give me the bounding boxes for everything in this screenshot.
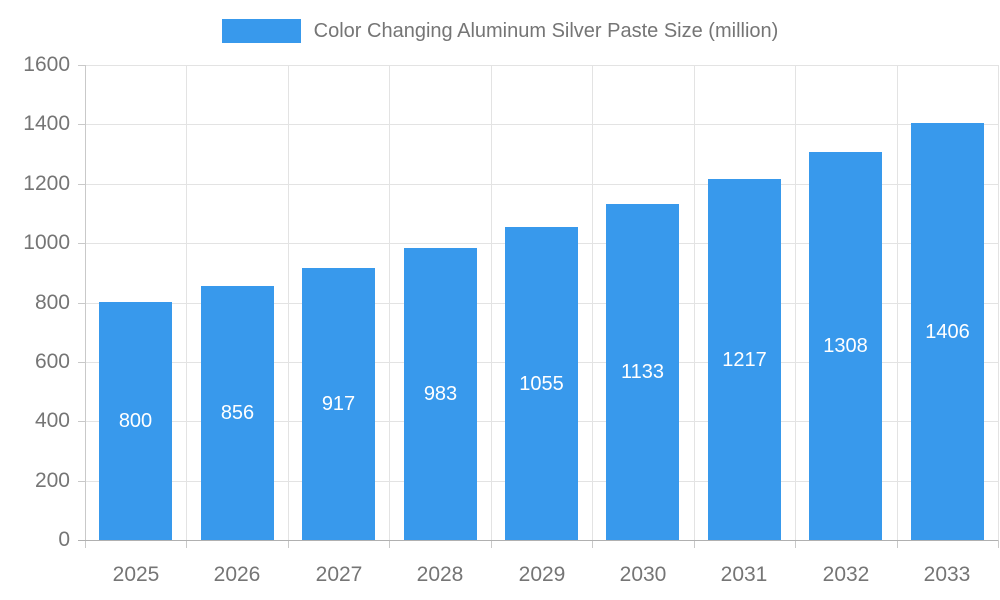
- x-axis-label: 2025: [112, 563, 160, 586]
- x-axis-label: 2033: [923, 563, 971, 586]
- v-gridline: [592, 65, 593, 540]
- v-gridline: [389, 65, 390, 540]
- v-gridline: [897, 65, 898, 540]
- bar: [606, 204, 679, 540]
- bar-value-label: 800: [118, 410, 153, 432]
- y-axis-tick: [78, 481, 85, 482]
- legend-label: Color Changing Aluminum Silver Paste Siz…: [313, 19, 779, 42]
- y-axis-tick: [78, 184, 85, 185]
- x-axis-label: 2030: [619, 563, 667, 586]
- bar: [708, 179, 781, 540]
- v-gridline: [288, 65, 289, 540]
- x-axis-line: [78, 540, 998, 541]
- x-axis-tick: [288, 540, 289, 548]
- v-gridline: [795, 65, 796, 540]
- y-axis-tick: [78, 421, 85, 422]
- bar-value-label: 856: [220, 402, 255, 424]
- x-axis-tick: [592, 540, 593, 548]
- x-axis-tick: [897, 540, 898, 548]
- x-axis-label: 2031: [720, 563, 768, 586]
- y-axis-label: 1200: [23, 172, 70, 195]
- bar: [809, 152, 882, 540]
- x-axis-tick: [389, 540, 390, 548]
- y-axis-line: [85, 65, 86, 548]
- y-axis-label: 200: [34, 469, 70, 492]
- y-axis-label: 400: [34, 409, 70, 432]
- h-gridline: [85, 184, 998, 185]
- v-gridline: [186, 65, 187, 540]
- bar-value-label: 1217: [722, 349, 767, 371]
- y-axis-label: 1600: [23, 53, 70, 76]
- bar: [302, 268, 375, 540]
- x-axis-tick: [186, 540, 187, 548]
- y-axis-tick: [78, 243, 85, 244]
- y-axis-tick: [78, 362, 85, 363]
- bar: [911, 123, 984, 540]
- y-axis-label: 800: [34, 291, 70, 314]
- y-axis-tick: [78, 65, 85, 66]
- bar-value-label: 1308: [823, 335, 868, 357]
- x-axis-tick: [998, 540, 999, 548]
- x-axis-tick: [694, 540, 695, 548]
- legend-swatch: [221, 19, 301, 43]
- bar-value-label: 1133: [620, 361, 664, 383]
- bar: [505, 227, 578, 540]
- h-gridline: [85, 124, 998, 125]
- bar-value-label: 917: [321, 393, 356, 415]
- bar: [99, 302, 172, 540]
- y-axis-tick: [78, 303, 85, 304]
- chart-legend: Color Changing Aluminum Silver Paste Siz…: [0, 14, 1000, 48]
- x-axis-tick: [795, 540, 796, 548]
- x-axis-label: 2029: [518, 563, 566, 586]
- v-gridline: [694, 65, 695, 540]
- bar-value-label: 983: [423, 383, 458, 405]
- v-gridline: [491, 65, 492, 540]
- x-axis-label: 2028: [416, 563, 464, 586]
- y-axis-label: 0: [58, 528, 70, 551]
- bar: [404, 248, 477, 540]
- y-axis-label: 600: [34, 350, 70, 373]
- x-axis-label: 2032: [822, 563, 870, 586]
- y-axis-label: 1000: [23, 231, 70, 254]
- y-axis-label: 1400: [23, 112, 70, 135]
- x-axis-label: 2026: [213, 563, 261, 586]
- bar: [201, 286, 274, 540]
- v-gridline: [998, 65, 999, 540]
- y-axis-tick: [78, 124, 85, 125]
- x-axis-label: 2027: [315, 563, 363, 586]
- x-axis-tick: [491, 540, 492, 548]
- bar-value-label: 1055: [519, 373, 564, 395]
- h-gridline: [85, 65, 998, 66]
- bar-value-label: 1406: [925, 321, 970, 343]
